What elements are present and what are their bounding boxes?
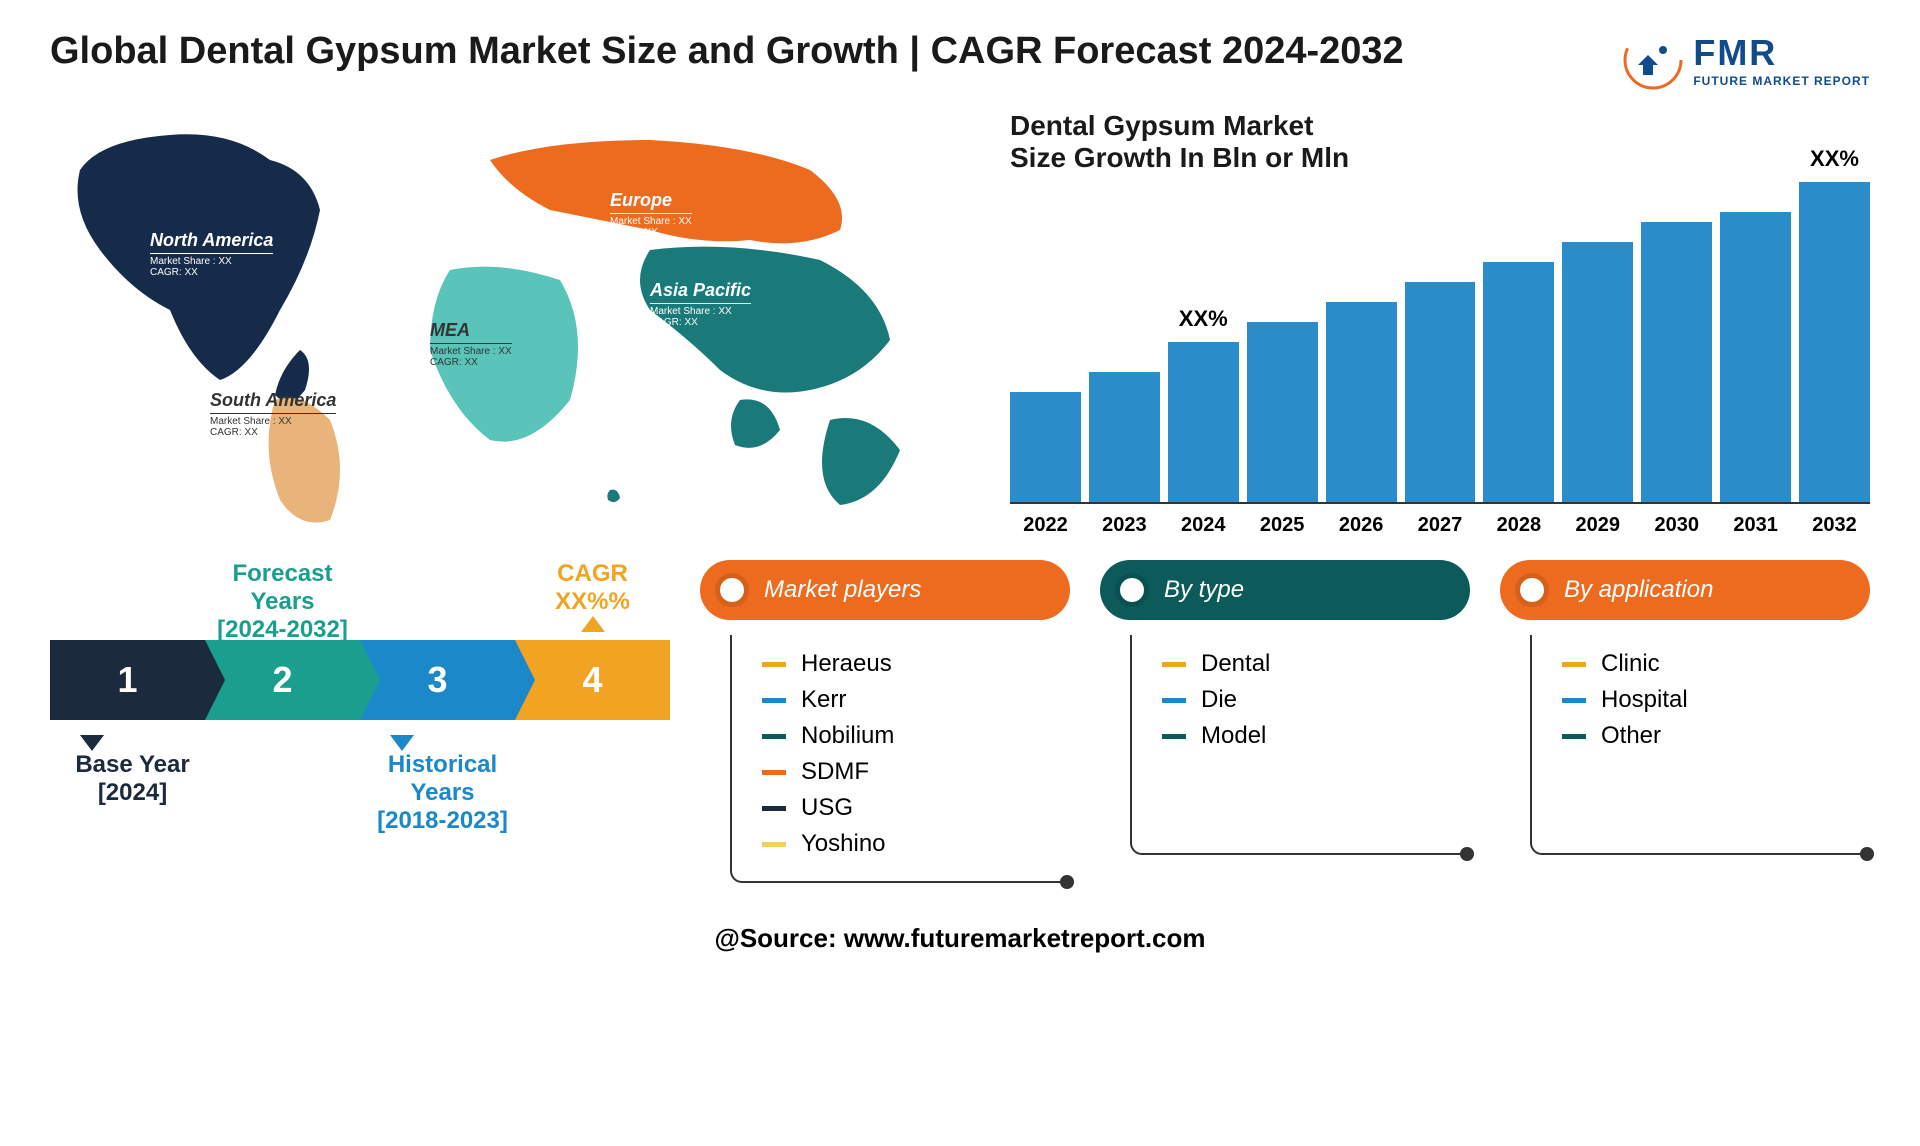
bar-chart: Dental Gypsum Market Size Growth In Bln … (990, 110, 1870, 530)
timeline-segment-1: 1 (50, 640, 205, 720)
category-item: USG (762, 794, 1050, 822)
logo: FMR FUTURE MARKET REPORT (1623, 30, 1870, 90)
bar-2024: XX%2024 (1168, 342, 1239, 502)
timeline-segment-3: 3 (360, 640, 515, 720)
category-item: Model (1162, 722, 1450, 750)
timeline: Forecast Years[2024-2032]CAGRXX%% 1234 B… (50, 560, 670, 835)
category-by-type: By type Dental Die Model (1100, 560, 1470, 883)
category-item: SDMF (762, 758, 1050, 786)
timeline-bottom-label: Historical Years[2018-2023] (360, 730, 515, 835)
region-south-america: South AmericaMarket Share : XXCAGR: XX (210, 390, 336, 438)
logo-icon (1623, 30, 1683, 90)
bar-year-label: 2024 (1168, 514, 1239, 537)
bar-2029: 2029 (1562, 242, 1633, 502)
bar-year-label: 2031 (1720, 514, 1791, 537)
logo-text-main: FMR (1693, 32, 1870, 74)
category-item: Nobilium (762, 722, 1050, 750)
bar-2022: 2022 (1010, 392, 1081, 502)
bar-year-label: 2030 (1641, 514, 1712, 537)
category-item: Kerr (762, 686, 1050, 714)
category-item: Other (1562, 722, 1850, 750)
bar-year-label: 2026 (1326, 514, 1397, 537)
bar-year-label: 2023 (1089, 514, 1160, 537)
category-by-application: By application Clinic Hospital Other (1500, 560, 1870, 883)
region-mea: MEAMarket Share : XXCAGR: XX (430, 320, 512, 368)
bar-2023: 2023 (1089, 372, 1160, 502)
bar-2030: 2030 (1641, 222, 1712, 502)
logo-text-sub: FUTURE MARKET REPORT (1693, 74, 1870, 88)
timeline-bottom-label: Base Year[2024] (50, 730, 205, 835)
bar-2028: 2028 (1483, 262, 1554, 502)
category-item: Heraeus (762, 650, 1050, 678)
chart-title: Dental Gypsum Market Size Growth In Bln … (1010, 110, 1360, 174)
world-map: North AmericaMarket Share : XXCAGR: XX So… (50, 110, 950, 530)
category-item: Dental (1162, 650, 1450, 678)
category-item: Yoshino (762, 830, 1050, 858)
category-item: Hospital (1562, 686, 1850, 714)
page-title: Global Dental Gypsum Market Size and Gro… (50, 30, 1404, 73)
category-market-players: Market players Heraeus Kerr Nobilium SDMF USG… (700, 560, 1070, 883)
category-item: Die (1162, 686, 1450, 714)
category-item: Clinic (1562, 650, 1850, 678)
bar-year-label: 2032 (1799, 514, 1870, 537)
bar-year-label: 2027 (1405, 514, 1476, 537)
bar-year-label: 2022 (1010, 514, 1081, 537)
bar-year-label: 2025 (1247, 514, 1318, 537)
bar-year-label: 2029 (1562, 514, 1633, 537)
bar-2031: 2031 (1720, 212, 1791, 502)
timeline-segment-2: 2 (205, 640, 360, 720)
category-pill: By type (1100, 560, 1470, 620)
category-pill: Market players (700, 560, 1070, 620)
bar-2032: XX%2032 (1799, 182, 1870, 502)
category-pill: By application (1500, 560, 1870, 620)
bar-2026: 2026 (1326, 302, 1397, 502)
region-asia-pacific: Asia PacificMarket Share : XXCAGR: XX (650, 280, 751, 328)
region-europe: EuropeMarket Share : XXCAGR: XX (610, 190, 692, 238)
bar-year-label: 2028 (1483, 514, 1554, 537)
timeline-segment-4: 4 (515, 640, 670, 720)
bar-2027: 2027 (1405, 282, 1476, 502)
bar-2025: 2025 (1247, 322, 1318, 502)
footer-source: @Source: www.futuremarketreport.com (50, 923, 1870, 954)
region-north-america: North AmericaMarket Share : XXCAGR: XX (150, 230, 273, 278)
